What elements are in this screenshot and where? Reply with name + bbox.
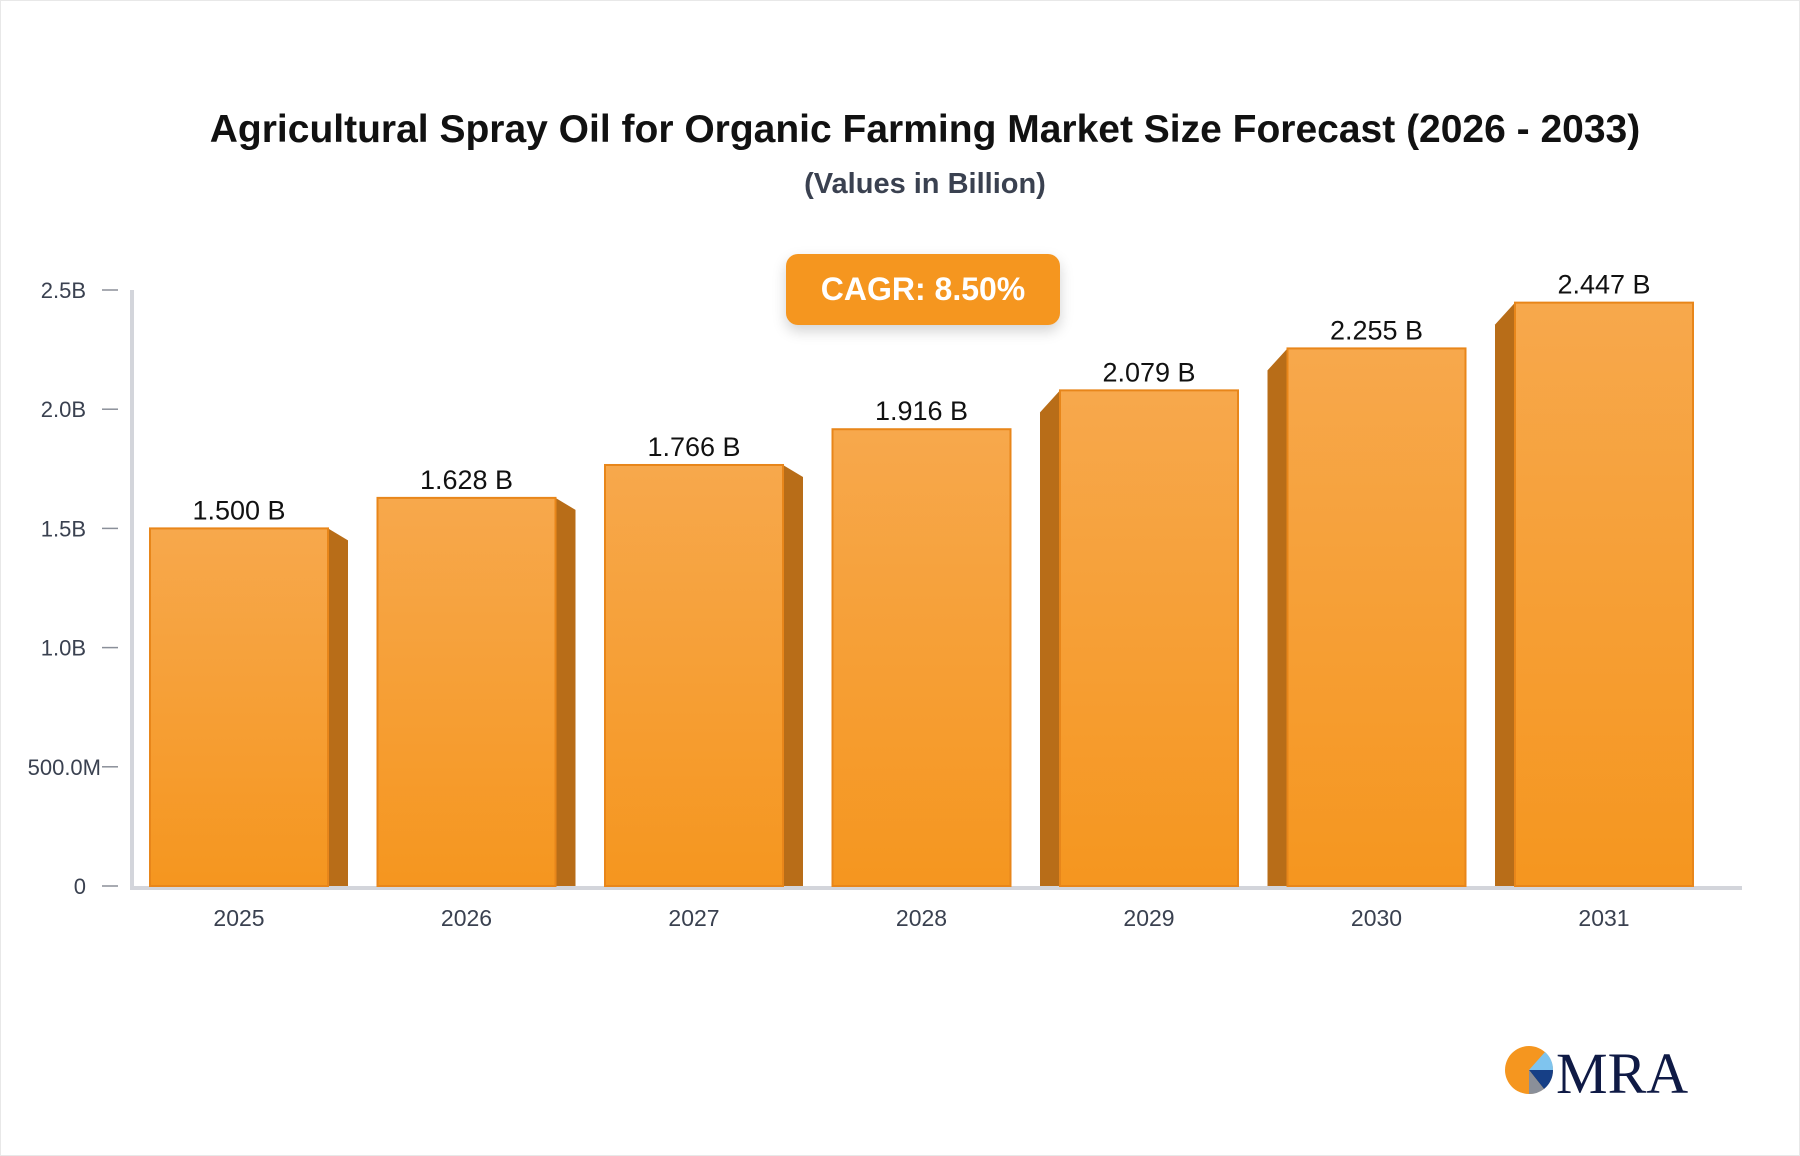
bar xyxy=(604,463,784,887)
data-label: 1.628 B xyxy=(420,465,513,495)
chart-title: Agricultural Spray Oil for Organic Farmi… xyxy=(209,108,1641,151)
data-label: 2.255 B xyxy=(1330,315,1423,345)
bar-side xyxy=(555,497,576,886)
bar xyxy=(149,527,329,888)
x-tick-label: 2030 xyxy=(1351,905,1402,931)
mra-logo: MRA xyxy=(1505,1041,1688,1100)
logo-text: MRA xyxy=(1556,1041,1688,1100)
bar xyxy=(1059,389,1239,887)
bar xyxy=(1286,347,1467,887)
bar xyxy=(1514,301,1694,887)
bar-side xyxy=(1495,302,1515,886)
x-tick-label: 2029 xyxy=(1123,905,1174,931)
x-tick-label: 2027 xyxy=(668,905,719,931)
bar-side xyxy=(1040,390,1060,886)
data-label: 2.079 B xyxy=(1102,357,1195,387)
data-label: 1.500 B xyxy=(192,495,285,525)
y-tick-label: 0 xyxy=(74,874,86,899)
bar xyxy=(831,428,1012,887)
y-tick-label: 1.0B xyxy=(41,636,86,661)
bar-side xyxy=(1267,348,1288,887)
y-tick-label: 2.0B xyxy=(41,397,86,422)
data-label: 1.766 B xyxy=(647,432,740,462)
data-label: 2.447 B xyxy=(1557,270,1650,300)
x-tick-label: 2028 xyxy=(896,905,947,931)
bar xyxy=(376,496,557,887)
y-tick-label: 500.0M xyxy=(28,755,101,780)
chart-subtitle: (Values in Billion) xyxy=(804,168,1046,200)
cagr-badge: CAGR: 8.50% xyxy=(786,254,1060,325)
x-tick-label: 2026 xyxy=(441,905,492,931)
y-tick-label: 2.5B xyxy=(41,278,86,303)
bar-side xyxy=(328,528,348,886)
x-tick-label: 2031 xyxy=(1578,905,1629,931)
data-label: 1.916 B xyxy=(875,396,968,426)
x-tick-label: 2025 xyxy=(213,905,264,931)
y-tick-label: 1.5B xyxy=(41,516,86,541)
bar-side xyxy=(783,464,803,886)
